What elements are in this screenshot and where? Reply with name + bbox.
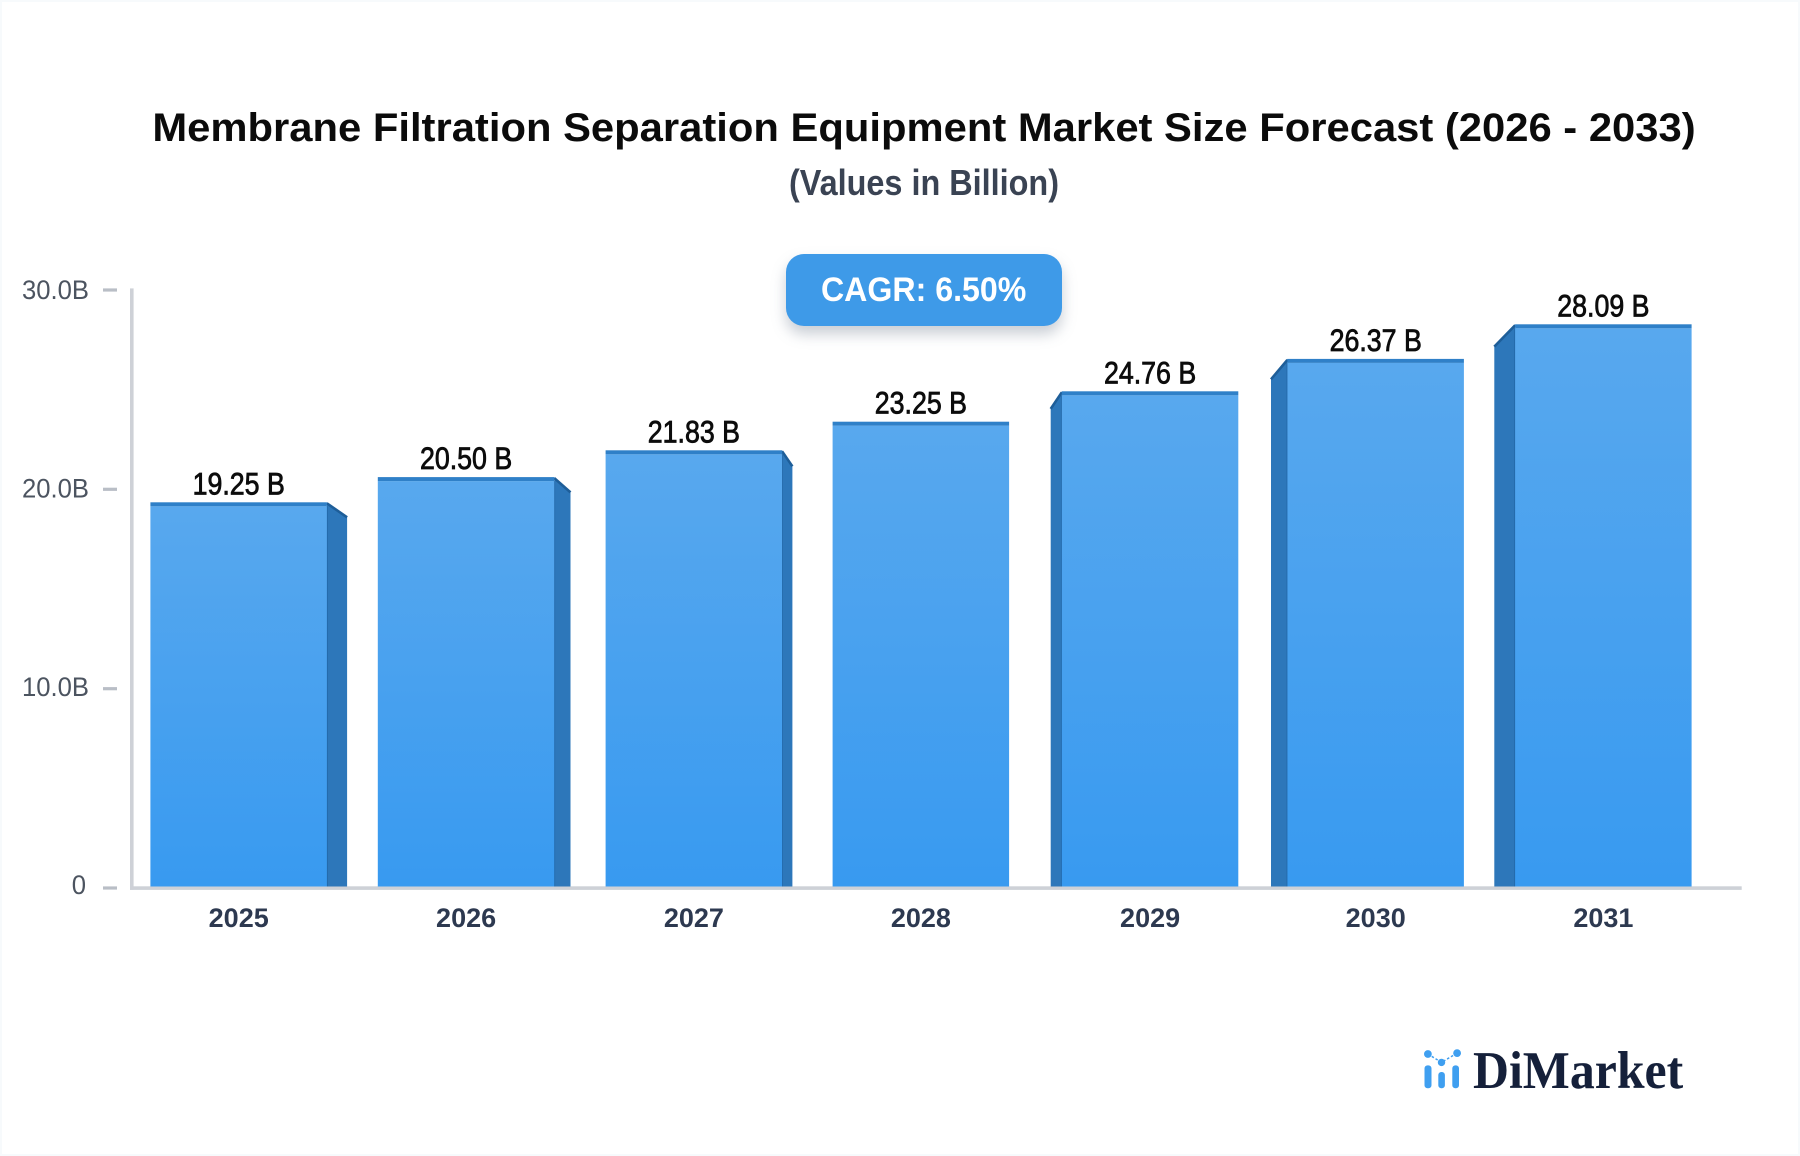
svg-text:10.0B: 10.0B [22,671,89,702]
svg-text:2030: 2030 [1346,903,1406,933]
svg-text:20.0B: 20.0B [22,473,89,504]
svg-text:0: 0 [72,870,86,901]
svg-text:2031: 2031 [1573,903,1633,933]
svg-text:2027: 2027 [664,903,724,933]
svg-text:23.25 B: 23.25 B [875,387,967,421]
svg-text:2025: 2025 [209,903,269,933]
svg-text:28.09 B: 28.09 B [1557,289,1649,323]
svg-text:20.50 B: 20.50 B [420,442,512,476]
svg-text:2029: 2029 [1120,903,1180,933]
svg-text:30.0B: 30.0B [22,274,89,305]
svg-text:26.37 B: 26.37 B [1330,324,1422,358]
svg-text:2026: 2026 [436,903,496,933]
svg-text:24.76 B: 24.76 B [1104,356,1196,390]
svg-text:DiMarket: DiMarket [1473,1042,1683,1101]
svg-text:19.25 B: 19.25 B [193,467,285,501]
svg-text:2028: 2028 [891,903,951,933]
svg-text:21.83 B: 21.83 B [648,415,740,449]
